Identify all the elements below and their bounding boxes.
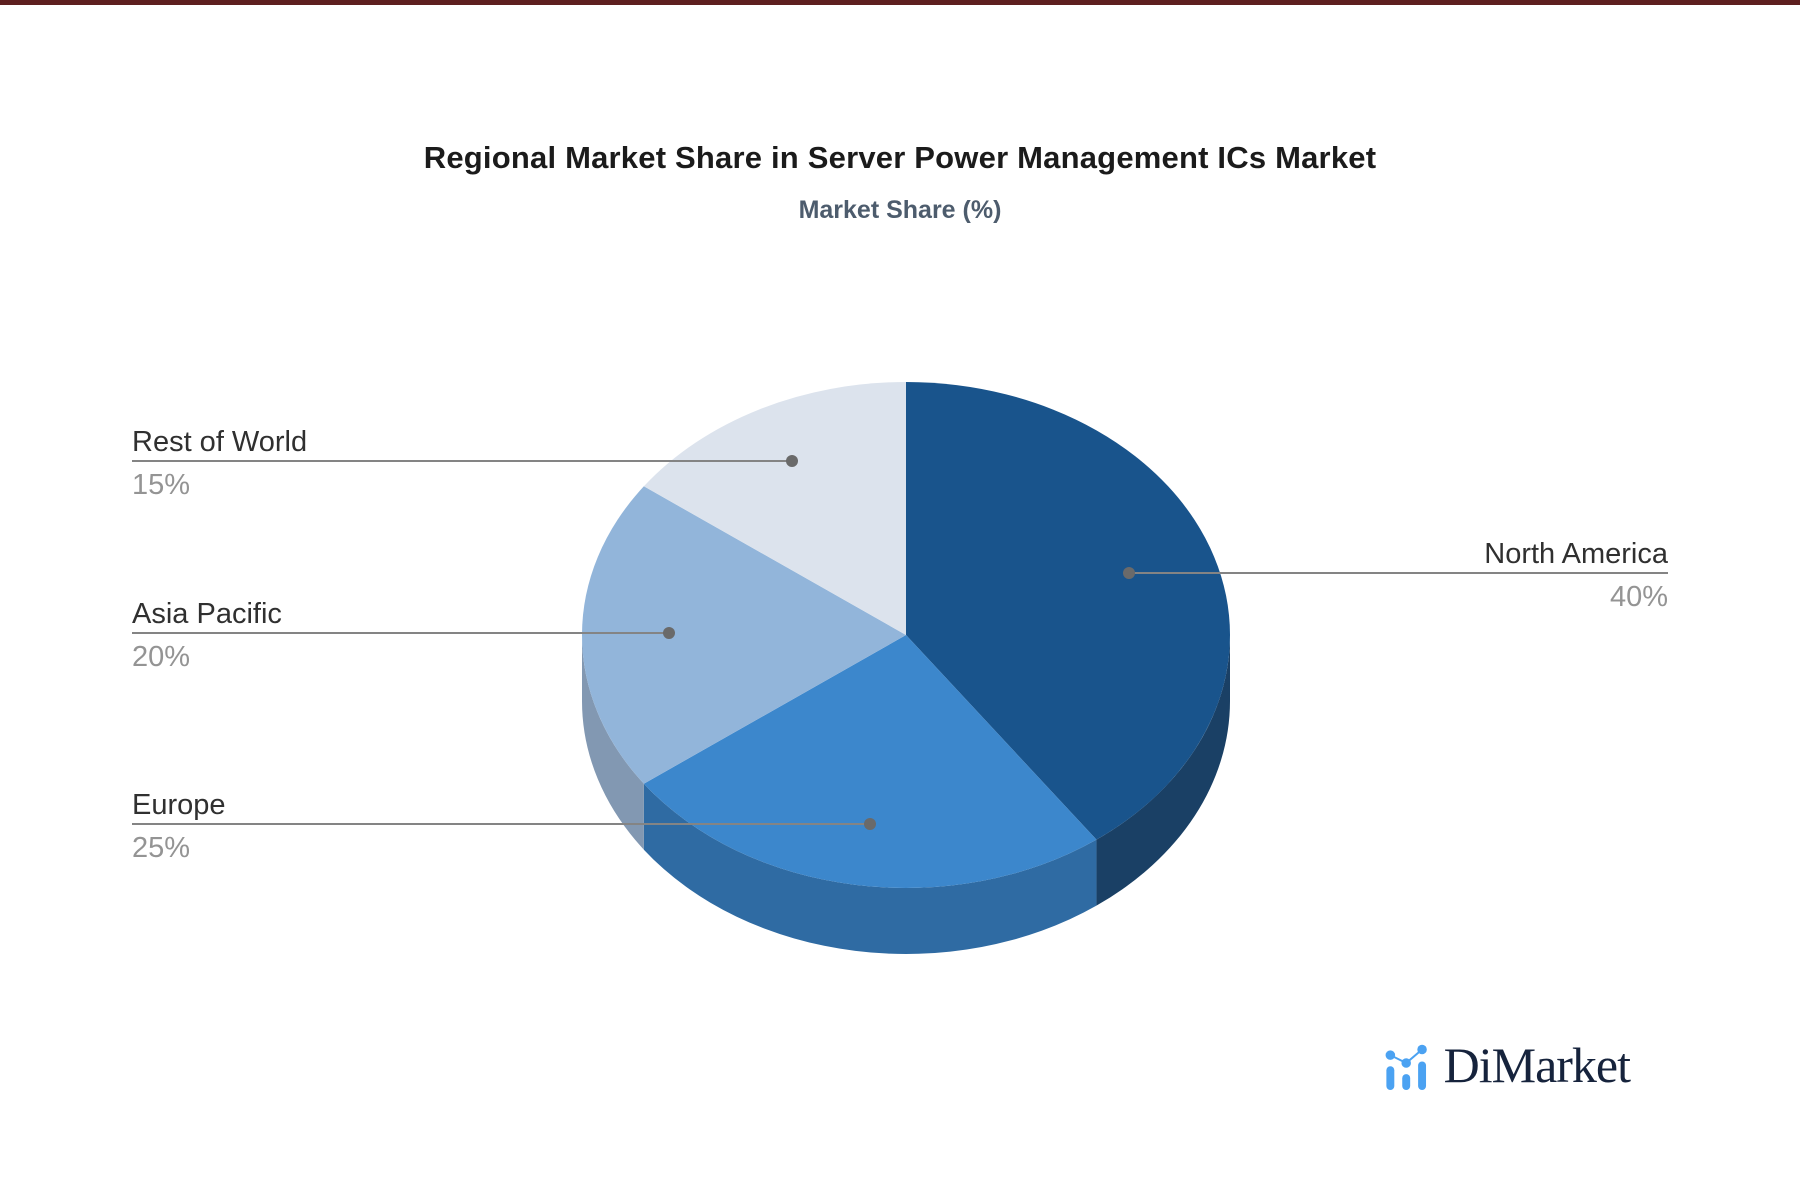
slice-label-north-america: North America	[1484, 538, 1669, 570]
brand-logo: DiMarket	[1383, 1037, 1631, 1093]
slice-value-europe: 25%	[132, 832, 190, 864]
slice-label-europe: Europe	[132, 789, 226, 821]
chart-subtitle: Market Share (%)	[798, 196, 1002, 224]
pie-slice-rest-of-world[interactable]	[643, 382, 906, 635]
leader-dot-europe	[864, 818, 876, 830]
brand-chart-icon	[1385, 1044, 1427, 1090]
slice-label-asia-pacific: Asia Pacific	[132, 598, 282, 630]
slice-label-rest-of-world: Rest of World	[132, 426, 307, 458]
pie-slice-north-america[interactable]	[906, 382, 1230, 840]
pie-slice-side-asia-pacific	[582, 635, 644, 850]
chart-title: Regional Market Share in Server Power Ma…	[423, 140, 1377, 175]
pie-slice-side-europe	[643, 783, 1097, 954]
slice-value-asia-pacific: 20%	[132, 641, 190, 673]
pie-slice-asia-pacific[interactable]	[582, 486, 906, 784]
pie-slice-side-north-america	[1096, 635, 1230, 906]
slice-value-north-america: 40%	[1610, 581, 1668, 613]
slice-value-rest-of-world: 15%	[132, 469, 190, 501]
leader-dot-rest-of-world	[786, 455, 798, 467]
top-accent-bar	[0, 0, 1800, 5]
leader-dot-north-america	[1123, 567, 1135, 579]
leader-dot-asia-pacific	[663, 627, 675, 639]
brand-name: DiMarket	[1443, 1037, 1631, 1093]
